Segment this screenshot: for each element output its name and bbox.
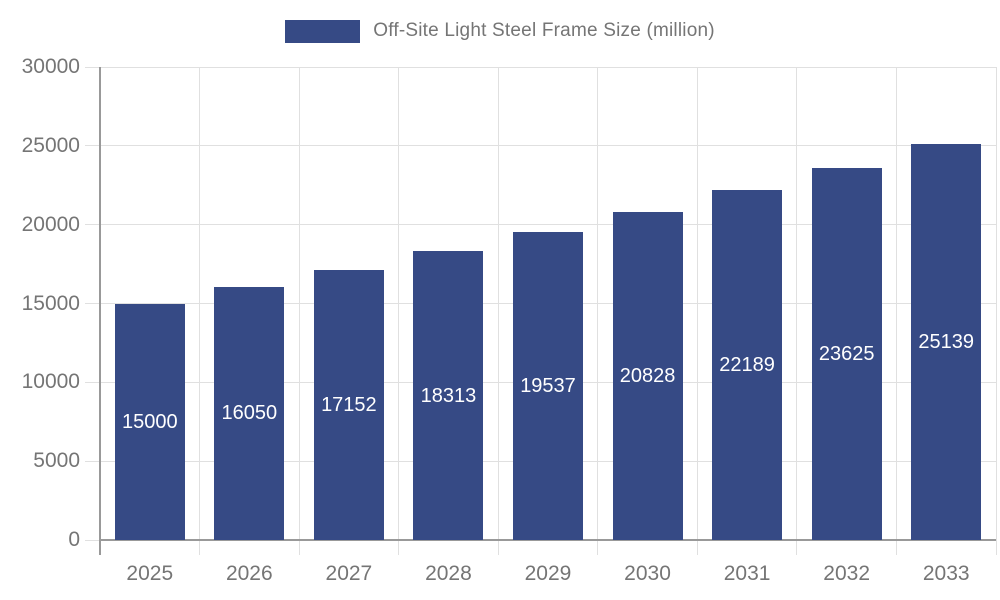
gridline-vertical	[199, 67, 201, 555]
bar-2026[interactable]	[214, 286, 285, 540]
bar-2027[interactable]	[313, 269, 384, 540]
x-axis-tick-label: 2032	[823, 562, 870, 585]
bar-2030[interactable]	[612, 211, 683, 540]
bar-value-label: 22189	[719, 354, 775, 377]
y-axis-tick-label: 25000	[21, 133, 80, 157]
x-axis-tick-label: 2027	[325, 562, 373, 585]
bar-2029[interactable]	[513, 231, 583, 540]
x-axis-tick-label: 2033	[922, 562, 970, 585]
bar-2033[interactable]	[911, 143, 982, 540]
bar-value-label: 16050	[221, 402, 278, 425]
bar-value-label: 20828	[619, 364, 676, 387]
chart-legend[interactable]: Off-Site Light Steel Frame Size (million…	[0, 16, 1000, 46]
y-axis-tick-label: 10000	[21, 370, 80, 394]
x-axis-tick-label: 2025	[126, 562, 174, 585]
gridline-vertical	[995, 67, 997, 555]
gridline-vertical	[298, 67, 300, 555]
y-axis-tick-label: 15000	[21, 291, 80, 315]
gridline-vertical	[497, 67, 499, 555]
bar-2031[interactable]	[712, 190, 783, 540]
gridline-vertical	[696, 67, 698, 555]
bar-value-label: 23625	[818, 342, 875, 365]
x-axis-tick-label: 2030	[624, 562, 671, 585]
y-axis-line	[99, 67, 101, 555]
bar-value-label: 18313	[420, 384, 477, 407]
bar-value-label: 15000	[121, 410, 178, 433]
gridline-horizontal	[85, 145, 996, 147]
bar-value-label: 19537	[520, 374, 576, 397]
bar-2032[interactable]	[811, 167, 882, 540]
x-axis-line	[100, 539, 996, 541]
gridline-vertical	[597, 67, 599, 555]
bar-value-label: 17152	[321, 393, 377, 416]
gridline-horizontal	[85, 224, 996, 226]
x-axis-tick-label: 2029	[524, 562, 572, 585]
legend-label: Off-Site Light Steel Frame Size (million…	[373, 20, 715, 41]
bar-value-label: 25139	[918, 330, 975, 353]
gridline-vertical	[796, 67, 798, 555]
gridline-horizontal	[85, 66, 996, 68]
legend-swatch[interactable]	[285, 19, 361, 43]
gridline-vertical	[895, 67, 897, 555]
y-axis-tick-label: 30000	[21, 55, 80, 78]
bar-2025[interactable]	[114, 303, 185, 540]
x-axis-tick-label: 2031	[723, 562, 771, 585]
x-axis-tick-label: 2028	[425, 562, 472, 585]
y-axis-tick-label: 20000	[21, 212, 80, 236]
gridline-vertical	[398, 67, 400, 555]
y-axis-tick-label: 5000	[33, 449, 80, 473]
y-axis-tick-label: 0	[68, 528, 80, 551]
bar-2028[interactable]	[413, 251, 484, 540]
x-axis-tick-label: 2026	[225, 562, 273, 585]
